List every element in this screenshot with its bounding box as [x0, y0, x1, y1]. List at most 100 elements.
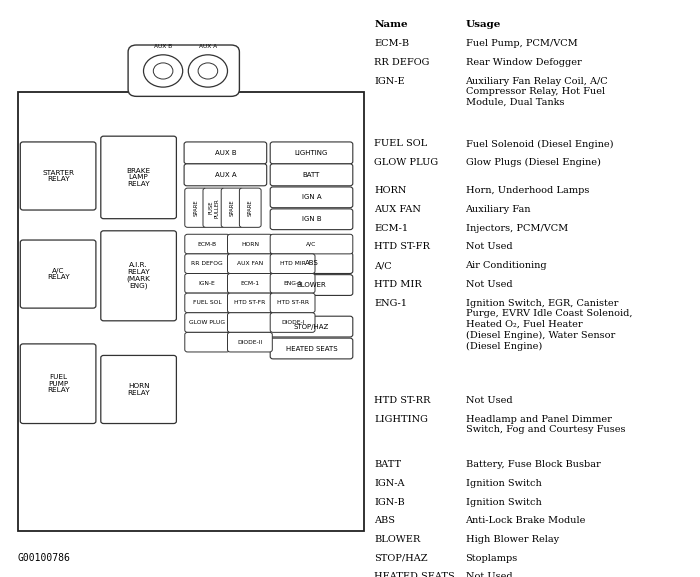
Text: BLOWER: BLOWER: [374, 535, 421, 544]
Circle shape: [188, 55, 228, 87]
FancyBboxPatch shape: [270, 187, 353, 208]
FancyBboxPatch shape: [270, 293, 315, 313]
Text: High Blower Relay: High Blower Relay: [466, 535, 559, 544]
Text: ECM-1: ECM-1: [374, 224, 409, 233]
Text: IGN-B: IGN-B: [374, 497, 405, 507]
Circle shape: [144, 55, 183, 87]
FancyBboxPatch shape: [185, 254, 230, 273]
Circle shape: [153, 63, 173, 79]
Text: STOP/HAZ: STOP/HAZ: [374, 554, 428, 563]
Text: ENG-1: ENG-1: [284, 281, 302, 286]
Text: FUEL SOL: FUEL SOL: [193, 301, 222, 305]
Text: AUX FAN: AUX FAN: [237, 261, 263, 266]
Text: A/C
RELAY: A/C RELAY: [47, 268, 69, 280]
Text: AUX A: AUX A: [199, 44, 217, 49]
Text: G00100786: G00100786: [18, 553, 71, 563]
Text: ECM-B: ECM-B: [374, 39, 409, 48]
Text: Horn, Underhood Lamps: Horn, Underhood Lamps: [466, 186, 589, 196]
Text: IGN B: IGN B: [302, 216, 321, 222]
Text: Headlamp and Panel Dimmer
Switch, Fog and Courtesy Fuses: Headlamp and Panel Dimmer Switch, Fog an…: [466, 415, 625, 434]
Text: SPARE: SPARE: [230, 200, 235, 216]
Text: AUX B: AUX B: [154, 44, 172, 49]
Text: FUEL SOL: FUEL SOL: [374, 140, 428, 148]
Text: GLOW PLUG: GLOW PLUG: [374, 158, 439, 167]
FancyBboxPatch shape: [270, 164, 353, 186]
FancyBboxPatch shape: [228, 332, 272, 352]
Text: ECM-B: ECM-B: [197, 242, 217, 246]
FancyBboxPatch shape: [221, 188, 243, 227]
Text: LIGHTING: LIGHTING: [295, 150, 328, 156]
Text: DIODE-II: DIODE-II: [237, 340, 262, 344]
FancyBboxPatch shape: [185, 234, 230, 254]
Text: Rear Window Defogger: Rear Window Defogger: [466, 58, 581, 67]
Text: AUX B: AUX B: [215, 150, 236, 156]
FancyBboxPatch shape: [228, 313, 272, 332]
Text: FUEL
PUMP
RELAY: FUEL PUMP RELAY: [47, 374, 69, 394]
Text: Anti-Lock Brake Module: Anti-Lock Brake Module: [466, 516, 586, 525]
FancyBboxPatch shape: [101, 231, 176, 321]
FancyBboxPatch shape: [270, 275, 353, 295]
Text: Ignition Switch: Ignition Switch: [466, 497, 541, 507]
Text: ENG-1: ENG-1: [374, 298, 407, 308]
FancyBboxPatch shape: [239, 188, 261, 227]
FancyBboxPatch shape: [185, 293, 230, 313]
FancyBboxPatch shape: [270, 316, 353, 337]
Text: BATT: BATT: [303, 172, 320, 178]
Text: SPARE: SPARE: [193, 200, 198, 216]
Text: STARTER
RELAY: STARTER RELAY: [42, 170, 74, 182]
FancyBboxPatch shape: [228, 234, 272, 254]
FancyBboxPatch shape: [270, 234, 353, 254]
FancyBboxPatch shape: [270, 273, 315, 293]
Text: HTD MIR: HTD MIR: [374, 280, 422, 289]
FancyBboxPatch shape: [20, 142, 96, 210]
Text: LIGHTING: LIGHTING: [374, 415, 428, 424]
Text: Fuel Pump, PCM/VCM: Fuel Pump, PCM/VCM: [466, 39, 578, 48]
FancyBboxPatch shape: [270, 142, 353, 164]
FancyBboxPatch shape: [228, 273, 272, 293]
Text: HTD ST-RR: HTD ST-RR: [276, 301, 309, 305]
FancyBboxPatch shape: [270, 254, 315, 273]
Text: HORN: HORN: [241, 242, 259, 246]
Text: Air Conditioning: Air Conditioning: [466, 261, 547, 270]
Text: Usage: Usage: [466, 20, 501, 29]
FancyBboxPatch shape: [101, 136, 176, 219]
Text: HORN
RELAY: HORN RELAY: [127, 383, 150, 396]
Text: Glow Plugs (Diesel Engine): Glow Plugs (Diesel Engine): [466, 158, 601, 167]
Text: AUX A: AUX A: [215, 172, 236, 178]
FancyBboxPatch shape: [20, 344, 96, 424]
Text: STOP/HAZ: STOP/HAZ: [294, 324, 329, 329]
FancyBboxPatch shape: [185, 188, 206, 227]
Text: Stoplamps: Stoplamps: [466, 554, 518, 563]
Text: IGN-E: IGN-E: [199, 281, 216, 286]
FancyBboxPatch shape: [228, 293, 272, 313]
Text: Ignition Switch: Ignition Switch: [466, 479, 541, 488]
FancyBboxPatch shape: [101, 355, 176, 424]
Text: IGN A: IGN A: [302, 194, 321, 200]
FancyBboxPatch shape: [185, 332, 230, 352]
Circle shape: [198, 63, 218, 79]
FancyBboxPatch shape: [270, 313, 315, 332]
Text: ABS: ABS: [304, 260, 318, 266]
FancyBboxPatch shape: [20, 240, 96, 308]
FancyBboxPatch shape: [203, 188, 225, 227]
FancyBboxPatch shape: [270, 338, 353, 359]
Text: HORN: HORN: [374, 186, 407, 196]
FancyBboxPatch shape: [184, 142, 267, 164]
Text: ABS: ABS: [374, 516, 395, 525]
Text: ECM-1: ECM-1: [240, 281, 260, 286]
FancyBboxPatch shape: [270, 253, 353, 273]
Text: Injectors, PCM/VCM: Injectors, PCM/VCM: [466, 224, 568, 233]
Text: FUSE
PULLER: FUSE PULLER: [209, 198, 219, 218]
Text: AUX FAN: AUX FAN: [374, 205, 421, 214]
Text: IGN-E: IGN-E: [374, 77, 405, 85]
Text: HTD ST-FR: HTD ST-FR: [234, 301, 265, 305]
Text: Not Used: Not Used: [466, 280, 512, 289]
FancyBboxPatch shape: [228, 254, 272, 273]
Text: BLOWER: BLOWER: [297, 282, 326, 288]
Text: Ignition Switch, EGR, Canister
Purge, EVRV Idle Coast Solenoid,
Heated O₂, Fuel : Ignition Switch, EGR, Canister Purge, EV…: [466, 298, 632, 351]
Text: Auxiliary Fan: Auxiliary Fan: [466, 205, 531, 214]
Text: BRAKE
LAMP
RELAY: BRAKE LAMP RELAY: [127, 168, 150, 187]
Text: HTD ST-FR: HTD ST-FR: [374, 242, 430, 252]
Text: RR DEFOG: RR DEFOG: [374, 58, 430, 67]
Bar: [18, 92, 364, 531]
